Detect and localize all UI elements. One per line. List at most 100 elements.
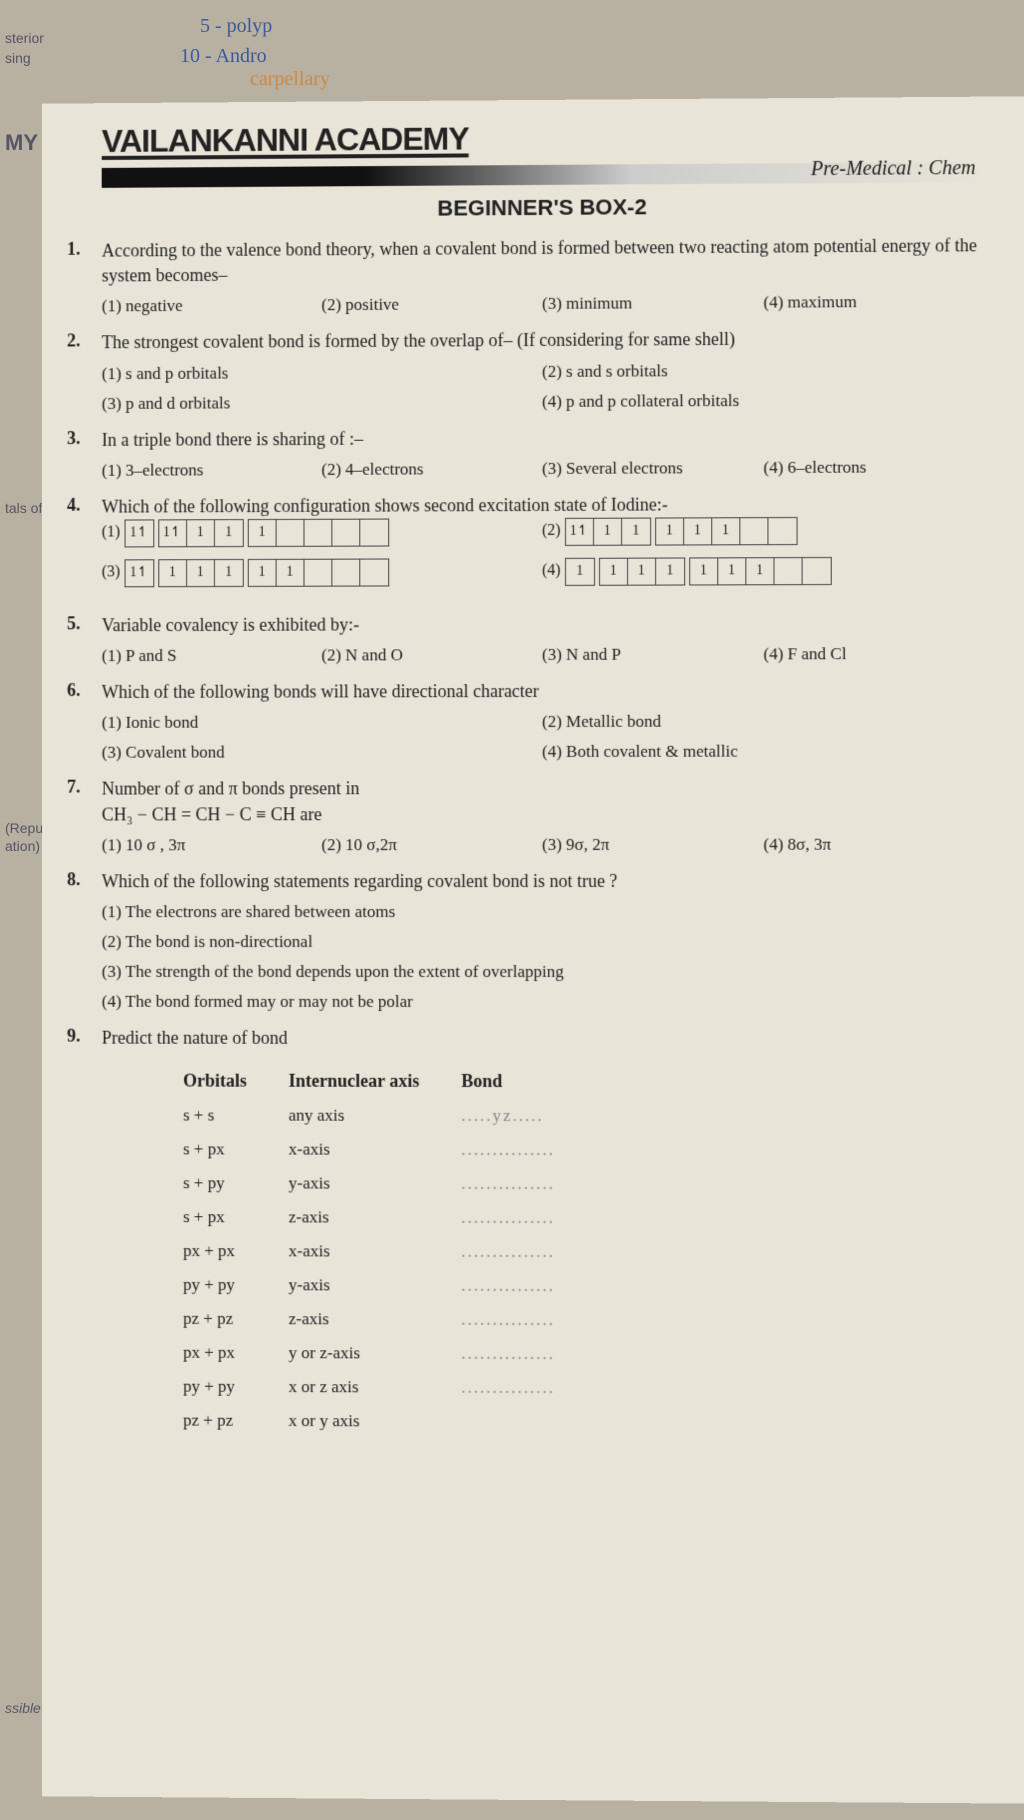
cell: 1: [600, 559, 628, 585]
question-text: Predict the nature of bond: [102, 1026, 986, 1052]
option: (3) Several electrons: [542, 458, 763, 479]
table-cell: y or z-axis: [289, 1337, 460, 1370]
option: (1) negative: [102, 296, 322, 317]
handwriting: 10 - Andro: [180, 45, 267, 68]
table-cell: x-axis: [289, 1235, 460, 1267]
cell: [360, 519, 388, 545]
table-cell: py + py: [183, 1371, 286, 1403]
option-label: (1): [102, 523, 121, 540]
question-text: In a triple bond there is sharing of :–: [102, 423, 986, 452]
table-cell: z-axis: [289, 1202, 460, 1234]
option: (4) The bond formed may or may not be po…: [102, 992, 986, 1012]
option: (3) N and P: [542, 645, 763, 666]
box-title: BEGINNER'S BOX-2: [102, 192, 986, 224]
handwriting: 5 - polyp: [200, 15, 272, 38]
cell: 1: [628, 559, 656, 585]
option: (1) s and p orbitals: [102, 362, 542, 384]
question-number: 6.: [67, 680, 80, 701]
table-cell: px + px: [183, 1235, 286, 1267]
question-text: Variable covalency is exhibited by:-: [102, 611, 986, 639]
header-bar: Pre-Medical : Chem: [102, 162, 986, 188]
cell: [304, 560, 332, 586]
cell: 1: [684, 518, 712, 544]
config-option-3: (3) 1↿ 111 11: [102, 558, 542, 587]
option: (1) P and S: [102, 646, 322, 667]
cell: 1: [566, 559, 594, 585]
table-cell: px + px: [183, 1337, 286, 1369]
option: (4) 6–electrons: [763, 457, 985, 478]
option: (4) Both covalent & metallic: [542, 741, 986, 762]
table-header: Orbitals: [183, 1065, 286, 1098]
cell: 1: [594, 519, 622, 545]
cell: [802, 558, 830, 584]
table-cell: z-axis: [289, 1303, 460, 1336]
table-cell: y-axis: [289, 1269, 460, 1301]
cell: 1: [622, 518, 650, 544]
option: (3) minimum: [542, 293, 763, 314]
side-text: ssible: [5, 1700, 41, 1716]
side-text: sing: [5, 50, 31, 66]
config-option-1: (1) 1↿ 1↿11 1: [102, 518, 542, 548]
cell: 1: [215, 520, 243, 546]
question-number: 2.: [67, 331, 80, 352]
question-number: 7.: [67, 777, 80, 798]
cell: [360, 559, 388, 585]
question-7: 7. Number of σ and π bonds present in CH…: [102, 776, 986, 855]
pre-medical-label: Pre-Medical : Chem: [811, 157, 976, 181]
option-label: (2): [542, 522, 561, 539]
question-1: 1. According to the valence bond theory,…: [102, 233, 986, 317]
bond-table: Orbitals Internuclear axis Bond s + sany…: [181, 1063, 597, 1441]
cell: 1↿: [125, 520, 153, 546]
question-5: 5. Variable covalency is exhibited by:- …: [102, 611, 986, 667]
table-cell: pz + pz: [183, 1405, 286, 1437]
cell: 1: [690, 558, 718, 584]
option: (3) The strength of the bond depends upo…: [102, 962, 986, 982]
question-9: 9. Predict the nature of bond Orbitals I…: [102, 1026, 986, 1442]
table-cell: ...............: [461, 1134, 595, 1166]
table-cell: ...............: [461, 1168, 595, 1200]
side-text: tals of: [5, 500, 42, 516]
side-text: sterior: [5, 30, 44, 46]
cell: 1↿: [125, 560, 153, 586]
table-header: Internuclear axis: [289, 1065, 460, 1098]
option: (2) Metallic bond: [542, 711, 986, 732]
question-3: 3. In a triple bond there is sharing of …: [102, 423, 986, 480]
cell: 1: [712, 518, 740, 544]
cell: [768, 518, 796, 544]
cell: [304, 520, 332, 546]
option: (3) p and d orbitals: [102, 392, 542, 414]
table-cell: [461, 1406, 595, 1439]
table-cell: py + py: [183, 1269, 286, 1301]
table-cell: s + px: [183, 1134, 286, 1166]
cell: [332, 520, 360, 546]
table-cell: .....yz.....: [461, 1100, 595, 1132]
cell: 1: [656, 518, 684, 544]
option: (1) 10 σ , 3π: [102, 835, 322, 855]
question-text: Which of the following configuration sho…: [102, 491, 986, 520]
cell: 1: [187, 560, 215, 586]
side-text: (Repu: [5, 820, 43, 836]
academy-title: VAILANKANNI ACADEMY: [102, 117, 986, 160]
cell: [276, 520, 304, 546]
side-text: MY: [5, 130, 38, 156]
option-label: (4): [542, 562, 561, 579]
table-cell: s + s: [183, 1100, 286, 1132]
table-cell: any axis: [289, 1100, 460, 1132]
question-formula: CH₃ − CH = CH − C ≡ CH are: [102, 801, 986, 827]
table-cell: x-axis: [289, 1134, 460, 1166]
option: (4) 8σ, 3π: [763, 834, 985, 854]
question-number: 8.: [67, 869, 80, 890]
config-option-2: (2) 1↿11 111: [542, 516, 986, 546]
table-cell: ...............: [461, 1202, 595, 1234]
table-cell: y-axis: [289, 1168, 460, 1200]
option: (2) s and s orbitals: [542, 359, 986, 381]
option: (2) positive: [321, 294, 542, 315]
page-container: VAILANKANNI ACADEMY Pre-Medical : Chem B…: [42, 96, 1024, 1803]
cell: 1: [248, 520, 276, 546]
cell: 1: [276, 560, 304, 586]
cell: [740, 518, 768, 544]
cell: 1: [159, 560, 187, 586]
cell: 1: [215, 560, 243, 586]
handwriting: carpellary: [250, 68, 330, 91]
option: (1) 3–electrons: [102, 460, 322, 481]
